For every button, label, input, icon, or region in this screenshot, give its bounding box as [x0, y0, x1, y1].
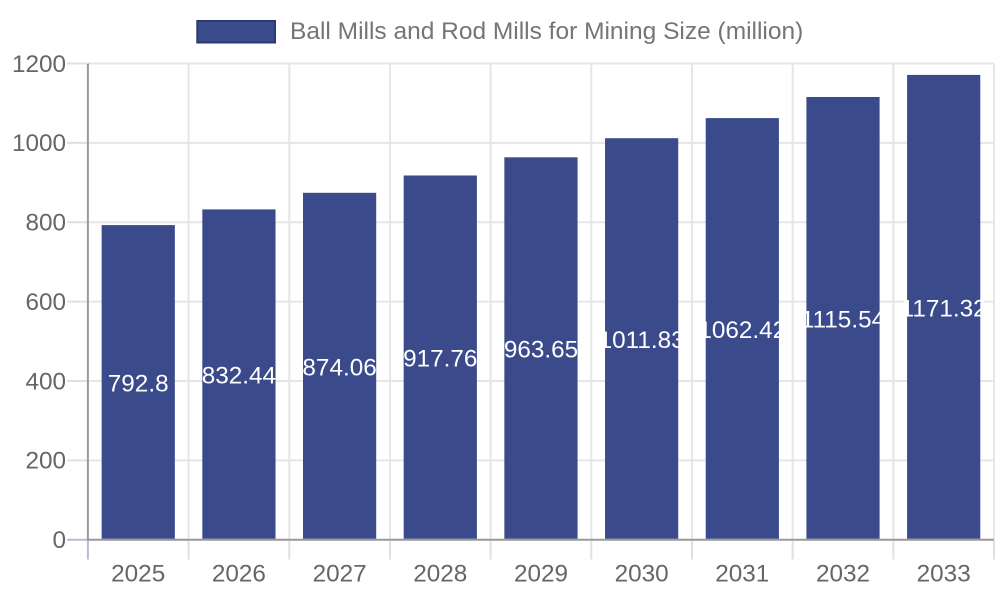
- svg-text:1115.54: 1115.54: [801, 306, 885, 333]
- svg-text:400: 400: [25, 368, 66, 395]
- svg-text:917.76: 917.76: [403, 346, 477, 373]
- svg-text:2029: 2029: [514, 560, 568, 587]
- svg-text:1011.83: 1011.83: [599, 327, 685, 354]
- svg-text:2033: 2033: [917, 560, 971, 587]
- svg-text:2032: 2032: [816, 560, 870, 587]
- svg-text:600: 600: [25, 289, 66, 316]
- svg-text:1062.42: 1062.42: [698, 317, 786, 344]
- svg-text:2030: 2030: [615, 560, 669, 587]
- svg-text:2026: 2026: [212, 560, 266, 587]
- svg-text:2027: 2027: [313, 560, 367, 587]
- svg-text:Ball Mills and Rod Mills for M: Ball Mills and Rod Mills for Mining Size…: [290, 18, 803, 45]
- svg-text:1000: 1000: [12, 130, 66, 157]
- svg-text:874.06: 874.06: [302, 354, 376, 381]
- svg-text:832.44: 832.44: [202, 363, 276, 390]
- svg-text:792.8: 792.8: [108, 370, 169, 397]
- svg-text:2028: 2028: [413, 560, 467, 587]
- svg-text:1200: 1200: [12, 51, 66, 78]
- svg-text:2025: 2025: [111, 560, 165, 587]
- svg-text:2031: 2031: [715, 560, 769, 587]
- svg-text:0: 0: [52, 527, 66, 554]
- svg-text:963.65: 963.65: [504, 337, 578, 364]
- svg-text:200: 200: [25, 448, 66, 475]
- svg-text:800: 800: [25, 210, 66, 237]
- svg-text:1171.32: 1171.32: [901, 295, 987, 322]
